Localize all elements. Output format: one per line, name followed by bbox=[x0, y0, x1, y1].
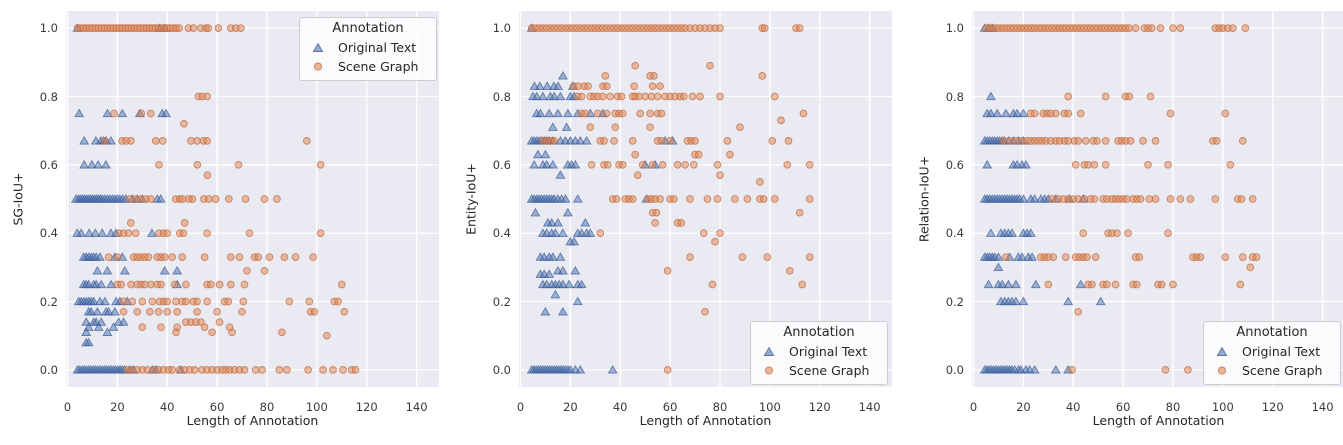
x-tick-label: 40 bbox=[1065, 400, 1081, 414]
triangle-marker-icon bbox=[763, 346, 775, 356]
x-tick-label: 40 bbox=[159, 400, 175, 414]
series-scene-graph bbox=[527, 24, 814, 374]
y-tick-label: 0.2 bbox=[945, 294, 964, 309]
y-tick-label: 1.0 bbox=[39, 21, 58, 36]
scatter-plot bbox=[519, 11, 892, 387]
scatter-plot bbox=[972, 11, 1343, 387]
y-tick-label: 0.0 bbox=[39, 362, 58, 377]
x-tick-label: 100 bbox=[1211, 400, 1234, 414]
x-tick-label: 20 bbox=[1016, 400, 1031, 414]
x-tick-label: 60 bbox=[209, 400, 225, 414]
triangle-marker-icon bbox=[1216, 346, 1228, 356]
legend-item-label: Original Text bbox=[338, 40, 417, 55]
y-tick-label: 0.6 bbox=[39, 157, 58, 172]
y-axis-label: Entity-IoU+ bbox=[463, 163, 479, 235]
legend-item-scene-graph: Scene Graph bbox=[1212, 361, 1332, 380]
x-axis-label: Length of Annotation bbox=[639, 413, 772, 428]
legend: Annotation Original Text Scene Graph bbox=[299, 17, 437, 81]
legend-item-label: Scene Graph bbox=[1242, 363, 1323, 378]
legend-item-label: Scene Graph bbox=[338, 59, 419, 74]
x-tick-label: 120 bbox=[355, 400, 378, 414]
x-tick-label: 20 bbox=[110, 400, 125, 414]
legend: Annotation Original Text Scene Graph bbox=[1203, 321, 1341, 385]
x-tick-label: 100 bbox=[305, 400, 328, 414]
x-tick-label: 140 bbox=[1311, 400, 1334, 414]
plot-area: Annotation Original Text Scene Graph Ent… bbox=[464, 11, 892, 428]
x-tick-label: 60 bbox=[1115, 400, 1131, 414]
y-tick-label: 0.4 bbox=[945, 226, 964, 241]
x-tick-label: 120 bbox=[1261, 400, 1284, 414]
legend-item-label: Scene Graph bbox=[789, 363, 870, 378]
y-tick-label: 0.2 bbox=[492, 294, 511, 309]
x-tick-label: 100 bbox=[758, 400, 781, 414]
panel-entity-iou: Annotation Original Text Scene Graph Ent… bbox=[464, 0, 892, 445]
series-scene-graph bbox=[982, 24, 1261, 374]
x-tick-label: 80 bbox=[259, 400, 275, 414]
series-scene-graph bbox=[73, 24, 360, 374]
y-tick-label: 1.0 bbox=[945, 21, 964, 36]
y-axis-label: SG-IoU+ bbox=[10, 172, 26, 226]
x-tick-label: 140 bbox=[405, 400, 428, 414]
legend-item-scene-graph: Scene Graph bbox=[759, 361, 879, 380]
plot-area: Annotation Original Text Scene Graph Rel… bbox=[917, 11, 1343, 428]
x-tick-label: 60 bbox=[662, 400, 678, 414]
series-original-text bbox=[526, 23, 678, 374]
y-tick-label: 0.4 bbox=[39, 226, 58, 241]
y-tick-label: 0.8 bbox=[945, 89, 964, 104]
x-tick-label: 0 bbox=[516, 400, 525, 414]
x-axis-label: Length of Annotation bbox=[186, 413, 319, 428]
y-tick-label: 0.8 bbox=[492, 89, 511, 104]
y-tick-label: 0.8 bbox=[39, 89, 58, 104]
x-tick-label: 40 bbox=[612, 400, 628, 414]
legend-item-original-text: Original Text bbox=[759, 342, 879, 361]
y-tick-label: 0.6 bbox=[492, 157, 511, 172]
legend-item-original-text: Original Text bbox=[308, 38, 428, 57]
circle-marker-icon bbox=[313, 62, 323, 71]
plot-area: Annotation Original Text Scene Graph SG-… bbox=[11, 11, 439, 428]
circle-marker-icon bbox=[764, 366, 774, 375]
legend-item-scene-graph: Scene Graph bbox=[308, 57, 428, 76]
legend: Annotation Original Text Scene Graph bbox=[750, 321, 888, 385]
y-tick-label: 0.0 bbox=[945, 362, 964, 377]
y-tick-label: 0.6 bbox=[945, 157, 964, 172]
x-tick-label: 80 bbox=[712, 400, 728, 414]
y-tick-label: 0.2 bbox=[39, 294, 58, 309]
x-tick-label: 80 bbox=[1165, 400, 1181, 414]
legend-item-label: Original Text bbox=[1242, 344, 1321, 359]
legend-title: Annotation bbox=[332, 21, 404, 36]
legend-title: Annotation bbox=[783, 325, 855, 340]
x-axis-label: Length of Annotation bbox=[1092, 413, 1225, 428]
x-tick-label: 20 bbox=[563, 400, 578, 414]
y-tick-label: 1.0 bbox=[492, 21, 511, 36]
panel-relation-iou: Annotation Original Text Scene Graph Rel… bbox=[917, 0, 1343, 445]
x-tick-label: 120 bbox=[808, 400, 831, 414]
triangle-marker-icon bbox=[312, 42, 324, 52]
circle-marker-icon bbox=[1217, 366, 1227, 375]
x-tick-label: 140 bbox=[858, 400, 881, 414]
legend-item-original-text: Original Text bbox=[1212, 342, 1332, 361]
legend-title: Annotation bbox=[1236, 325, 1308, 340]
x-tick-label: 0 bbox=[969, 400, 978, 414]
x-tick-label: 0 bbox=[63, 400, 72, 414]
y-tick-label: 0.0 bbox=[492, 362, 511, 377]
legend-item-label: Original Text bbox=[789, 344, 868, 359]
y-tick-label: 0.4 bbox=[492, 226, 511, 241]
panel-sg-iou: Annotation Original Text Scene Graph SG-… bbox=[11, 0, 439, 445]
